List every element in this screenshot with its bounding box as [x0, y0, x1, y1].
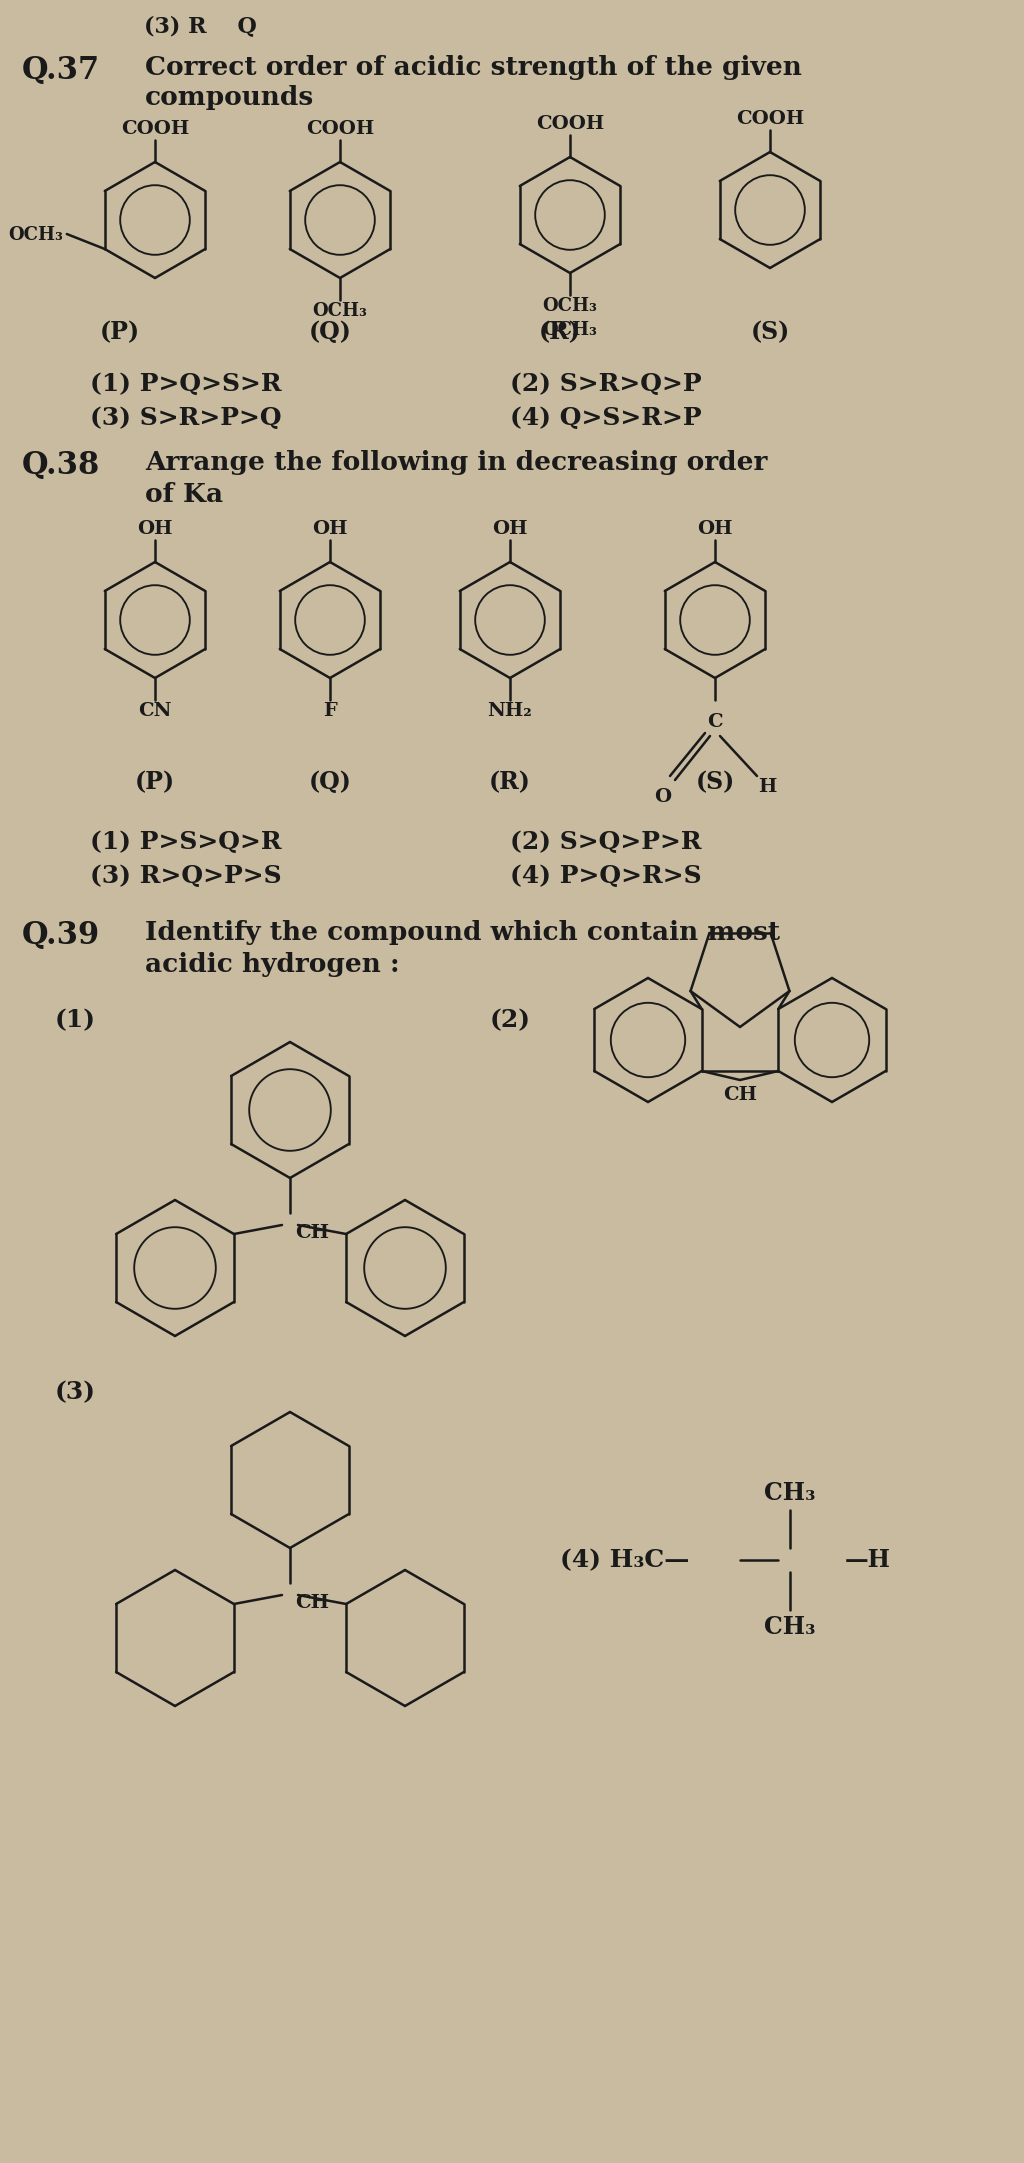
- Text: —H: —H: [845, 1549, 891, 1573]
- Text: (4) P>Q>R>S: (4) P>Q>R>S: [510, 863, 701, 889]
- Text: acidic hydrogen :: acidic hydrogen :: [145, 952, 399, 978]
- Text: (2): (2): [490, 1008, 531, 1032]
- Text: (3): (3): [55, 1380, 96, 1404]
- Text: OH: OH: [697, 519, 733, 539]
- Text: (S): (S): [695, 770, 734, 794]
- Text: OCH₃: OCH₃: [8, 225, 62, 244]
- Text: of Ka: of Ka: [145, 482, 223, 506]
- Text: (1): (1): [55, 1008, 96, 1032]
- Text: (P): (P): [135, 770, 175, 794]
- Text: (R): (R): [489, 770, 530, 794]
- Text: (2) S>R>Q>P: (2) S>R>Q>P: [510, 372, 701, 396]
- Text: C: C: [708, 714, 723, 731]
- Text: Q.39: Q.39: [22, 919, 100, 952]
- Text: Q.37: Q.37: [22, 54, 100, 87]
- Text: OCH₃: OCH₃: [543, 320, 597, 340]
- Text: COOH: COOH: [736, 110, 804, 128]
- Text: compounds: compounds: [145, 84, 314, 110]
- Text: COOH: COOH: [306, 119, 374, 138]
- Text: NH₂: NH₂: [487, 703, 532, 720]
- Text: COOH: COOH: [536, 115, 604, 132]
- Text: (4) H₃C—: (4) H₃C—: [560, 1549, 689, 1573]
- Text: Q.38: Q.38: [22, 450, 100, 480]
- Text: Arrange the following in decreasing order: Arrange the following in decreasing orde…: [145, 450, 767, 476]
- Text: F: F: [324, 703, 337, 720]
- Text: OCH₃: OCH₃: [312, 303, 368, 320]
- Text: (P): (P): [100, 320, 140, 344]
- Text: OH: OH: [493, 519, 527, 539]
- Text: O: O: [654, 787, 672, 807]
- Text: (1) P>S>Q>R: (1) P>S>Q>R: [90, 831, 282, 854]
- Text: COOH: COOH: [121, 119, 189, 138]
- Text: Correct order of acidic strength of the given: Correct order of acidic strength of the …: [145, 54, 802, 80]
- Text: (Q): (Q): [308, 770, 351, 794]
- Text: CH₃: CH₃: [764, 1482, 816, 1505]
- Text: OCH₃: OCH₃: [543, 296, 597, 316]
- Text: CH₃: CH₃: [764, 1616, 816, 1640]
- Text: CH: CH: [295, 1594, 329, 1611]
- Text: (1) P>Q>S>R: (1) P>Q>S>R: [90, 372, 282, 396]
- Text: (3) S>R>P>Q: (3) S>R>P>Q: [90, 407, 282, 430]
- Text: Identify the compound which contain most: Identify the compound which contain most: [145, 919, 780, 945]
- Text: OH: OH: [137, 519, 173, 539]
- Text: CN: CN: [138, 703, 172, 720]
- Text: (Q): (Q): [308, 320, 351, 344]
- Text: OH: OH: [312, 519, 348, 539]
- Text: (3) R>Q>P>S: (3) R>Q>P>S: [90, 863, 282, 889]
- Text: CH: CH: [295, 1224, 329, 1242]
- Text: CH: CH: [723, 1086, 757, 1103]
- Text: (4) Q>S>R>P: (4) Q>S>R>P: [510, 407, 701, 430]
- Text: (2) S>Q>P>R: (2) S>Q>P>R: [510, 831, 701, 854]
- Text: (S): (S): [751, 320, 790, 344]
- Text: (R): (R): [539, 320, 581, 344]
- Text: H: H: [758, 779, 776, 796]
- Text: (3) R    Q: (3) R Q: [143, 15, 256, 37]
